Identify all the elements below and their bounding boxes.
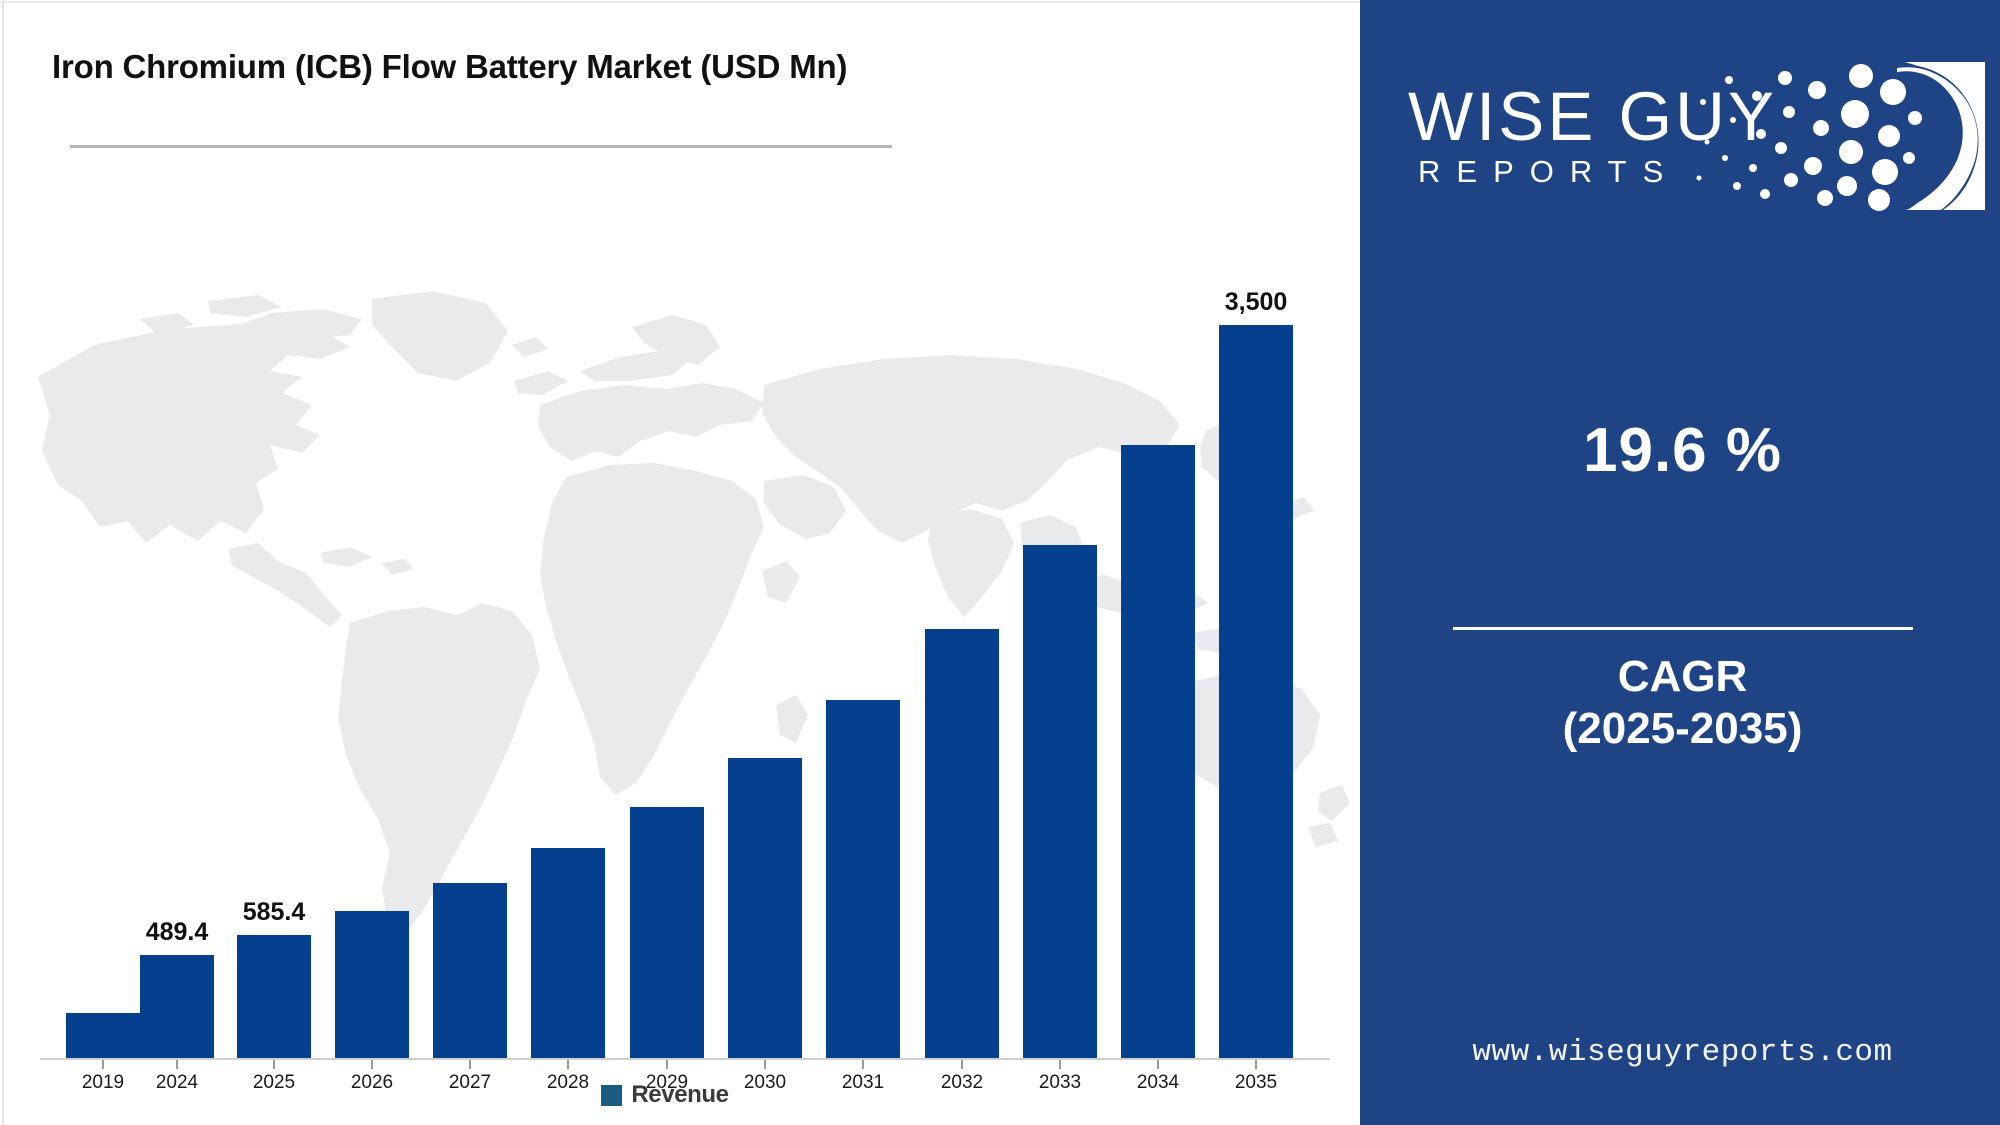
axis-tick: [1059, 1060, 1061, 1069]
bar[interactable]: [630, 807, 704, 1058]
bar[interactable]: [1121, 445, 1195, 1058]
plot-area: 2019 489.4 2024 585.4 2025 2026: [40, 288, 1330, 1093]
category-label: 2026: [350, 1072, 394, 1093]
category-label: 2033: [1038, 1072, 1082, 1093]
bar[interactable]: [925, 629, 999, 1058]
logo-subwordmark: REPORTS: [1418, 154, 1680, 189]
bar-value-label: 3,500: [1224, 288, 1288, 316]
panel-left-border: [2, 0, 4, 1125]
bar[interactable]: [237, 935, 311, 1058]
bar[interactable]: [1219, 325, 1293, 1058]
dotted-face-profile-icon: [1696, 62, 1985, 211]
category-label: 2035: [1234, 1072, 1278, 1093]
axis-tick: [176, 1060, 178, 1069]
chart-title: Iron Chromium (ICB) Flow Battery Market …: [52, 48, 848, 85]
category-label: 2028: [546, 1072, 590, 1093]
axis-tick: [862, 1060, 864, 1069]
category-label: 2032: [940, 1072, 984, 1093]
bar[interactable]: [66, 1013, 140, 1058]
bar[interactable]: [531, 848, 605, 1058]
axis-tick: [371, 1060, 373, 1069]
bar[interactable]: [433, 883, 507, 1058]
cagr-caption-line-1: CAGR: [1617, 652, 1748, 701]
chart-panel: Iron Chromium (ICB) Flow Battery Market …: [0, 0, 1365, 1125]
category-label: 2034: [1136, 1072, 1180, 1093]
axis-tick: [469, 1060, 471, 1069]
category-label: 2019: [81, 1072, 125, 1093]
legend-swatch-icon: [601, 1084, 623, 1106]
panel-top-border: [0, 1, 1360, 3]
axis-tick: [102, 1060, 104, 1069]
chart-legend[interactable]: Revenue: [0, 1081, 1330, 1109]
cagr-divider: [1453, 627, 1913, 630]
bar[interactable]: [826, 700, 900, 1058]
bar[interactable]: [1023, 545, 1097, 1058]
bar[interactable]: [335, 911, 409, 1058]
bar-value-label: 489.4: [145, 918, 209, 946]
cagr-caption-line-2: (2025-2035): [1562, 703, 1803, 753]
axis-tick: [273, 1060, 275, 1069]
category-label: 2030: [743, 1072, 787, 1093]
axis-tick: [764, 1060, 766, 1069]
title-divider: [70, 145, 892, 148]
axis-tick: [1255, 1060, 1257, 1069]
site-url[interactable]: www.wiseguyreports.com: [1472, 1035, 1893, 1070]
bar[interactable]: [728, 758, 802, 1058]
cagr-value: 19.6 %: [1582, 416, 1783, 485]
axis-tick: [961, 1060, 963, 1069]
bar-value-label: 585.4: [242, 898, 306, 926]
cagr-caption: CAGR (2025-2035): [1365, 651, 2000, 755]
category-label: 2025: [252, 1072, 296, 1093]
brand-panel: WISE GUY REPORTS 19.6 % CAGR (2025-2035)…: [1365, 0, 2000, 1125]
legend-label: Revenue: [631, 1081, 729, 1108]
axis-tick: [1157, 1060, 1159, 1069]
axis-tick: [666, 1060, 668, 1069]
category-label: 2029: [645, 1072, 689, 1093]
category-label: 2027: [448, 1072, 492, 1093]
bar[interactable]: [140, 955, 214, 1058]
axis-tick: [567, 1060, 569, 1069]
category-label: 2031: [841, 1072, 885, 1093]
wiseguy-logo[interactable]: WISE GUY REPORTS: [1365, 62, 2000, 212]
category-label: 2024: [155, 1072, 199, 1093]
x-axis-baseline: [40, 1058, 1330, 1060]
logo-wordmark: WISE GUY: [1408, 78, 1778, 155]
